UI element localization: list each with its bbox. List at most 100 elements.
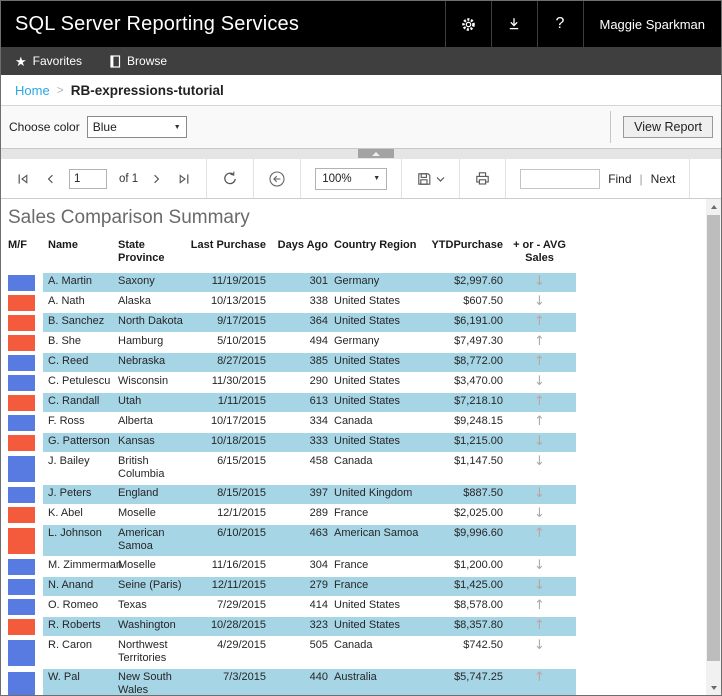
row-content: C. Petulescu Wisconsin 11/30/2015 290 United… <box>43 373 576 392</box>
ytd-purchase-cell: $8,772.00 <box>454 355 503 367</box>
last-purchase-cell: 12/11/2015 <box>211 579 266 591</box>
name-cell: C. Randall <box>48 395 100 407</box>
favorites-tab[interactable]: ★ Favorites <box>15 54 82 68</box>
last-purchase-cell: 8/27/2015 <box>217 355 266 367</box>
row-content: F. Ross Alberta 10/17/2015 334 Canada $9,248.… <box>43 413 576 432</box>
name-cell: C. Petulescu <box>48 375 111 387</box>
print-icon[interactable] <box>474 170 491 187</box>
zoom-dropdown[interactable]: 100% ▼ <box>315 167 388 190</box>
name-cell: N. Anand <box>48 579 94 591</box>
user-menu[interactable]: Maggie Sparkman <box>582 1 722 47</box>
gender-cell <box>8 273 35 292</box>
back-icon[interactable] <box>268 170 286 188</box>
male-indicator-square <box>8 486 35 503</box>
state-province-cell: Wisconsin <box>118 375 169 387</box>
ytd-purchase-cell: $1,147.50 <box>454 455 503 467</box>
state-province-cell: Washington <box>118 619 176 631</box>
settings-button[interactable] <box>444 1 491 47</box>
gender-cell <box>8 485 35 504</box>
female-indicator-square <box>8 394 35 411</box>
days-ago-cell: 338 <box>309 295 328 307</box>
top-header-bar: SQL Server Reporting Services <box>1 1 721 47</box>
scrollbar-thumb[interactable] <box>707 215 720 661</box>
sales-trend-cell: ↓ <box>503 577 576 596</box>
last-page-button[interactable] <box>176 171 192 187</box>
name-cell: R. Roberts <box>48 619 101 631</box>
days-ago-cell: 334 <box>309 415 328 427</box>
ytd-purchase-cell: $1,200.00 <box>454 559 503 571</box>
name-cell: G. Patterson <box>48 435 110 447</box>
sales-trend-cell: ↓ <box>503 557 576 576</box>
days-ago-cell: 279 <box>309 579 328 591</box>
female-indicator-square <box>8 334 35 351</box>
days-ago-cell: 304 <box>309 559 328 571</box>
table-row: W. Pal New South Wales 7/3/2015 440 Australi… <box>8 669 721 695</box>
view-report-button[interactable]: View Report <box>623 116 713 138</box>
scroll-up-button[interactable] <box>706 199 721 214</box>
column-header: Days Ago <box>277 239 328 251</box>
browse-tab[interactable]: Browse <box>110 54 167 68</box>
zoom-value: 100% <box>322 172 352 185</box>
table-row: N. Anand Seine (Paris) 12/11/2015 279 France… <box>8 577 721 596</box>
row-content: B. She Hamburg 5/10/2015 494 Germany $7,497.3… <box>43 333 576 352</box>
gender-cell <box>8 637 35 668</box>
column-header: State Province <box>118 239 165 264</box>
state-province-cell: Kansas <box>118 435 155 447</box>
collapse-parameters-handle[interactable] <box>358 149 394 158</box>
down-arrow-icon: ↓ <box>534 486 545 501</box>
table-body: A. Martin Saxony 11/19/2015 301 Germany $2,99… <box>8 273 721 695</box>
name-cell: W. Pal <box>48 671 80 683</box>
name-cell: L. Johnson <box>48 527 102 539</box>
current-page-input[interactable] <box>69 168 107 189</box>
days-ago-cell: 385 <box>309 355 328 367</box>
male-indicator-square <box>8 639 35 666</box>
sales-trend-cell: ↑ <box>503 597 576 616</box>
first-page-button[interactable] <box>15 171 31 187</box>
male-indicator-square <box>8 455 35 482</box>
last-purchase-cell: 12/1/2015 <box>217 507 266 519</box>
sales-trend-cell: ↑ <box>503 333 576 352</box>
refresh-icon[interactable] <box>221 170 239 188</box>
country-region-cell: United States <box>334 295 401 307</box>
next-button[interactable]: Next <box>650 171 676 186</box>
country-region-cell: United States <box>334 315 401 327</box>
days-ago-cell: 505 <box>309 639 328 651</box>
row-content: B. Sanchez North Dakota 9/17/2015 364 United… <box>43 313 576 332</box>
previous-page-button[interactable] <box>43 171 57 187</box>
print-group <box>460 159 507 198</box>
vertical-scrollbar[interactable] <box>706 199 721 695</box>
help-button[interactable]: ? <box>536 1 583 47</box>
row-content: M. Zimmerman Moselle 11/16/2015 304 France $1… <box>43 557 576 576</box>
row-content: A. Nath Alaska 10/13/2015 338 United States $… <box>43 293 576 312</box>
ytd-purchase-cell: $6,191.00 <box>454 315 503 327</box>
state-province-cell: Northwest Territories <box>118 639 168 664</box>
vertical-divider <box>610 111 612 143</box>
page-count-label: of 1 <box>119 172 139 185</box>
up-arrow-icon: ↑ <box>534 526 545 541</box>
male-indicator-square <box>8 671 35 695</box>
column-header: + or - AVG Sales <box>513 239 566 264</box>
breadcrumb-home-link[interactable]: Home <box>15 82 50 98</box>
up-arrow-icon: ↑ <box>534 414 545 429</box>
next-page-button[interactable] <box>150 171 164 187</box>
export-save-icon[interactable] <box>416 171 445 187</box>
gender-cell <box>8 353 35 372</box>
male-indicator-square <box>8 598 35 615</box>
scroll-down-button[interactable] <box>706 680 721 695</box>
table-row: A. Nath Alaska 10/13/2015 338 United States $… <box>8 293 721 312</box>
state-province-cell: British Columbia <box>118 455 165 480</box>
sales-trend-cell: ↓ <box>503 373 576 392</box>
report-viewport: Sales Comparison Summary M/F Name State Pr… <box>1 199 721 695</box>
color-parameter-dropdown[interactable]: Blue ▼ <box>86 116 187 138</box>
state-province-cell: Hamburg <box>118 335 164 347</box>
table-row: L. Johnson American Samoa 6/10/2015 463 Amer… <box>8 525 721 556</box>
gender-cell <box>8 433 35 452</box>
find-button[interactable]: Find <box>608 171 632 186</box>
up-arrow-icon: ↑ <box>534 334 545 349</box>
sales-trend-cell: ↑ <box>503 617 576 636</box>
breadcrumb-separator: > <box>56 83 64 97</box>
find-text-input[interactable] <box>520 168 601 189</box>
download-button[interactable] <box>490 1 537 47</box>
ytd-purchase-cell: $607.50 <box>463 295 503 307</box>
up-arrow-icon: ↑ <box>534 670 545 685</box>
